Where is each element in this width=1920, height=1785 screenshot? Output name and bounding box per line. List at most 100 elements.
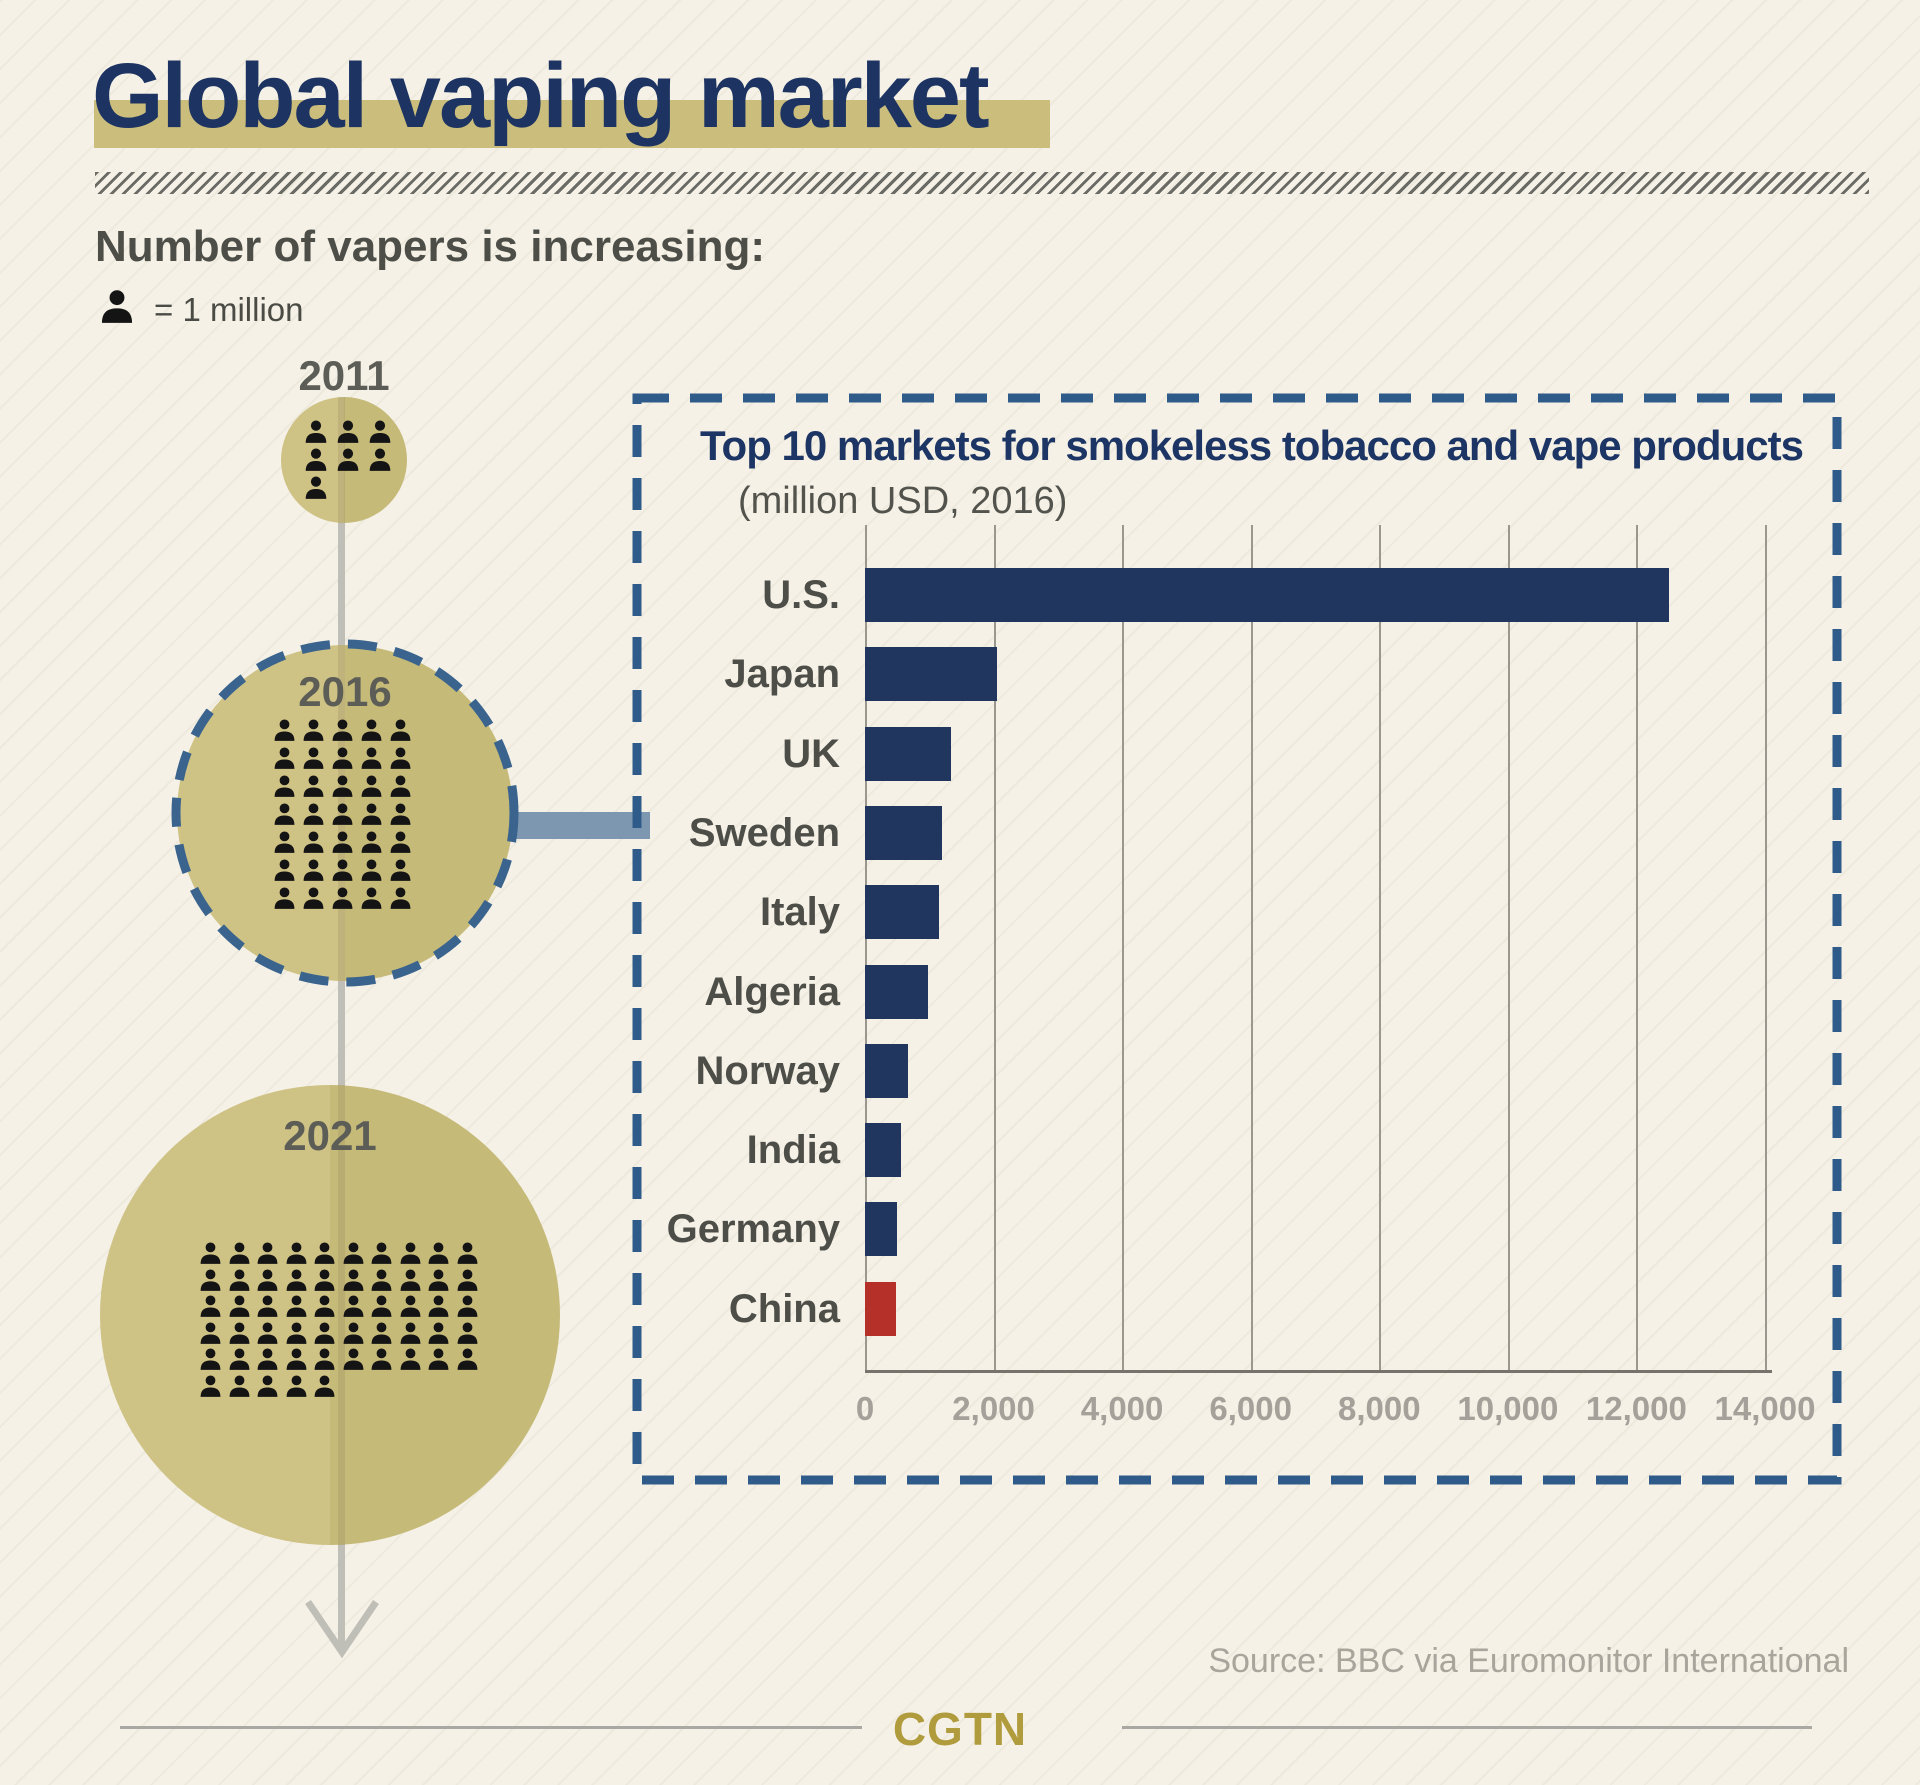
person-row bbox=[198, 1347, 480, 1372]
footer-rule-right bbox=[1122, 1726, 1812, 1729]
person-icon bbox=[343, 1268, 363, 1291]
person-icon bbox=[361, 859, 382, 881]
person-icon bbox=[428, 1268, 449, 1291]
year-label-2016: 2016 bbox=[298, 668, 392, 715]
bar-label: Algeria bbox=[704, 969, 840, 1014]
person-icon bbox=[428, 1242, 449, 1264]
person-icon bbox=[274, 775, 295, 797]
person-icon bbox=[390, 831, 411, 853]
gridline bbox=[1122, 525, 1125, 1372]
person-icon bbox=[200, 1374, 221, 1397]
arrow-down-icon bbox=[305, 1600, 379, 1659]
person-icon bbox=[274, 831, 295, 853]
person-icon bbox=[400, 1242, 420, 1264]
person-icon bbox=[314, 1374, 335, 1397]
axis-tick: 6,000 bbox=[1209, 1390, 1292, 1427]
person-icon bbox=[332, 747, 353, 769]
bar-label: Sweden bbox=[688, 810, 840, 855]
person-icon bbox=[314, 1295, 335, 1317]
person-icon bbox=[257, 1295, 278, 1317]
person-icon bbox=[400, 1295, 420, 1317]
person-row bbox=[303, 447, 393, 473]
chart-dashed-border bbox=[632, 393, 1842, 1485]
person-icon bbox=[229, 1242, 249, 1264]
person-row bbox=[198, 1374, 480, 1399]
person-row bbox=[272, 886, 413, 911]
person-icon bbox=[257, 1268, 278, 1291]
person-icon bbox=[371, 1348, 392, 1370]
axis-tick: 8,000 bbox=[1338, 1390, 1421, 1427]
person-icon bbox=[371, 1321, 392, 1344]
plot-area: 0 2,000 4,000 6,000 8,000 10,000 12,000 14,000 bbox=[856, 525, 1815, 1427]
legend-label: = 1 million bbox=[154, 290, 304, 328]
person-icon bbox=[361, 887, 382, 909]
source-note: Source: BBC via Euromonitor Internationa… bbox=[1208, 1642, 1849, 1680]
person-icon bbox=[332, 859, 353, 881]
person-icon bbox=[274, 747, 295, 769]
person-icon bbox=[286, 1268, 306, 1291]
person-icon bbox=[343, 1321, 363, 1344]
bar-UK bbox=[865, 726, 952, 781]
person-icon bbox=[337, 448, 359, 471]
person-icon bbox=[457, 1295, 477, 1317]
axis-tick: 0 bbox=[855, 1390, 875, 1427]
person-row bbox=[272, 718, 413, 743]
bar-label: U.S. bbox=[762, 573, 840, 617]
person-icon bbox=[200, 1268, 221, 1291]
person-icon bbox=[257, 1321, 278, 1344]
person-row bbox=[198, 1241, 480, 1266]
gridline bbox=[993, 525, 996, 1372]
person-icon bbox=[286, 1242, 306, 1264]
person-icon bbox=[314, 1321, 335, 1344]
bar-India bbox=[865, 1123, 901, 1178]
axis-tick: 10,000 bbox=[1457, 1390, 1559, 1427]
gridline bbox=[1507, 525, 1510, 1372]
person-grid-2021 bbox=[198, 1241, 480, 1399]
bar-U.S. bbox=[865, 568, 1669, 622]
person-icon bbox=[286, 1321, 306, 1344]
bar-label: Japan bbox=[724, 652, 840, 697]
bar-Italy bbox=[865, 885, 939, 940]
person-icon bbox=[390, 747, 411, 769]
person-icon bbox=[303, 803, 324, 825]
person-icon bbox=[390, 719, 411, 741]
person-icon bbox=[305, 476, 327, 499]
timeline-stripe-2011 bbox=[338, 397, 345, 523]
person-icon bbox=[286, 1295, 306, 1317]
person-icon bbox=[257, 1348, 278, 1370]
person-icon bbox=[257, 1374, 278, 1397]
x-axis-line bbox=[865, 1370, 1772, 1373]
axis-tick: 14,000 bbox=[1714, 1390, 1816, 1427]
person-icon bbox=[457, 1268, 477, 1291]
person-icon bbox=[343, 1242, 363, 1264]
person-icon bbox=[314, 1242, 335, 1264]
person-icon bbox=[200, 1295, 221, 1317]
person-icon bbox=[229, 1348, 249, 1370]
person-icon bbox=[390, 803, 411, 825]
bar-labels: U.S. Japan UK Sweden Italy Algeria Norway India… bbox=[580, 525, 840, 1372]
person-icon bbox=[361, 831, 382, 853]
brand-logo: CGTN bbox=[892, 1703, 1028, 1755]
bar-China bbox=[865, 1281, 896, 1336]
person-icon bbox=[200, 1348, 221, 1370]
person-icon bbox=[257, 1242, 278, 1264]
person-row bbox=[272, 830, 413, 855]
axis-tick: 12,000 bbox=[1585, 1390, 1687, 1427]
person-icon bbox=[303, 719, 324, 741]
bar-label: China bbox=[728, 1286, 840, 1331]
pictogram-legend: = 1 million bbox=[98, 288, 303, 331]
person-icon bbox=[286, 1374, 306, 1397]
vapers-circle-2011 bbox=[281, 397, 407, 523]
person-icon bbox=[200, 1321, 221, 1344]
bar-label: India bbox=[746, 1128, 840, 1173]
person-icon bbox=[369, 448, 391, 471]
person-icon bbox=[314, 1268, 335, 1291]
bar-label: Germany bbox=[666, 1207, 840, 1252]
timeline-stripe-2021 bbox=[338, 1085, 345, 1545]
dashed-ring-2016 bbox=[171, 639, 519, 987]
person-row bbox=[303, 475, 393, 501]
gridline bbox=[1765, 525, 1767, 1372]
person-icon bbox=[361, 719, 382, 741]
person-icon bbox=[229, 1295, 249, 1317]
